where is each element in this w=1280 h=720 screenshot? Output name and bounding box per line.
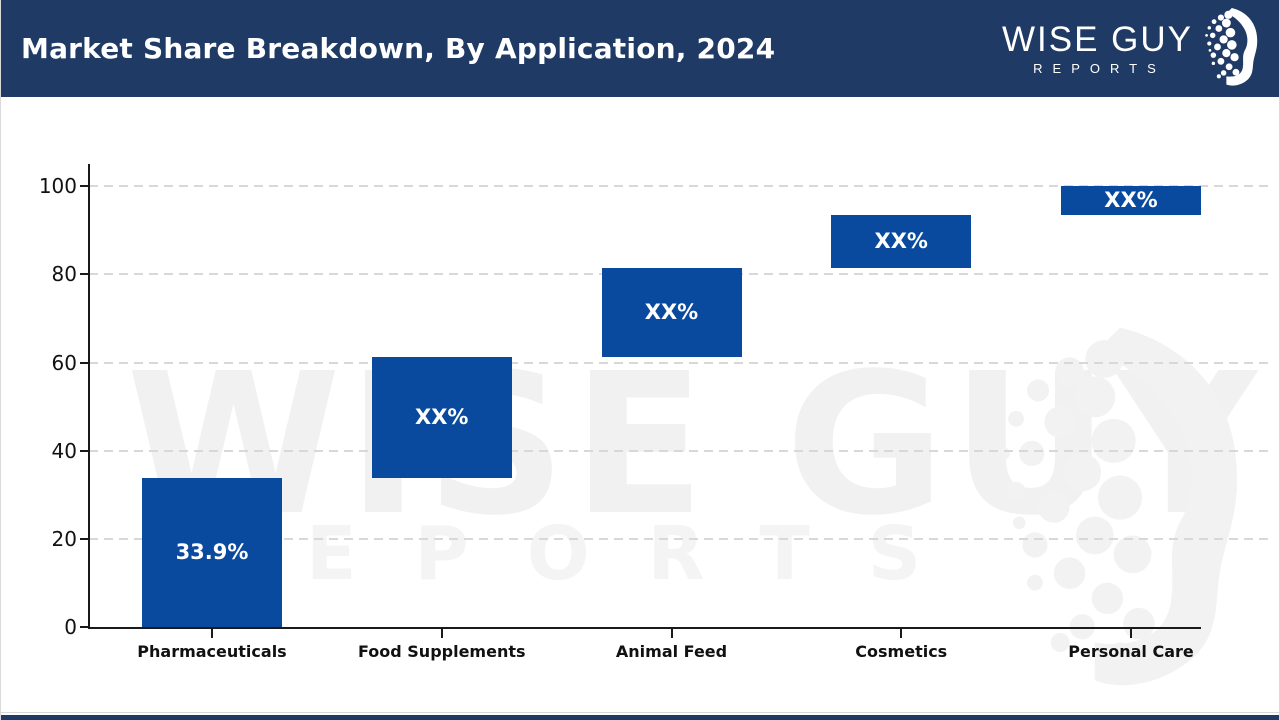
x-category-label: Personal Care [1068,642,1194,661]
bar-value-label: XX% [874,228,928,253]
waterfall-bar: 33.9% [142,477,282,627]
watermark-wordmark: WISE GUY [126,331,1263,558]
bottom-hairline [1,712,1279,713]
x-tick-mark [670,629,673,638]
x-category-label: Cosmetics [855,642,948,661]
header: Market Share Breakdown, By Application, … [1,0,1279,97]
logo-wordmark: WISE GUY [1001,20,1193,59]
y-gridline [89,361,1269,364]
wiseguy-logo: WISE GUY REPORTS [1002,8,1261,90]
waterfall-chart: WISE GUY REPORTS 0 20 40 60 80 100 Pharmaceuti… [1,97,1279,687]
y-tick-mark [80,361,88,364]
x-tick-mark [1130,629,1132,638]
y-tick-label: 80 [51,262,77,287]
y-tick-label: 100 [38,174,77,199]
logo-subtext: REPORTS [1033,61,1166,76]
y-tick-label: 60 [51,350,77,375]
y-gridline [89,449,1269,452]
bar-value-label: XX% [644,299,699,324]
y-tick-mark [80,537,88,540]
y-tick-label: 20 [51,526,77,551]
footer-bar [1,715,1279,720]
x-category-label: Pharmaceuticals [137,642,287,661]
y-gridline [89,185,1269,188]
watermark-subtext: REPORTS [191,511,980,597]
y-tick-label: 0 [64,615,77,639]
y-axis-line [88,164,90,629]
waterfall-bar: XX% [371,356,512,478]
y-tick-mark [80,626,88,628]
y-tick-mark [80,185,88,188]
x-tick-mark [211,629,213,638]
y-gridline [89,537,1269,540]
x-category-label: Food Supplements [357,642,526,661]
x-tick-mark [900,629,903,638]
bar-value-label: 33.9% [175,539,249,564]
x-axis-line [88,627,1201,629]
y-tick-mark [80,273,88,276]
bar-value-label: XX% [415,404,469,429]
y-tick-label: 40 [51,438,77,463]
page-title: Market Share Breakdown, By Application, … [21,32,776,65]
waterfall-bar: XX% [1061,186,1201,215]
waterfall-bar: XX% [601,267,742,357]
waterfall-bar: XX% [831,214,972,268]
x-category-label: Animal Feed [615,642,728,661]
dotted-head-logo-icon [1189,8,1261,90]
bar-value-label: XX% [1104,188,1158,212]
y-tick-mark [80,449,88,452]
x-tick-mark [440,629,443,638]
